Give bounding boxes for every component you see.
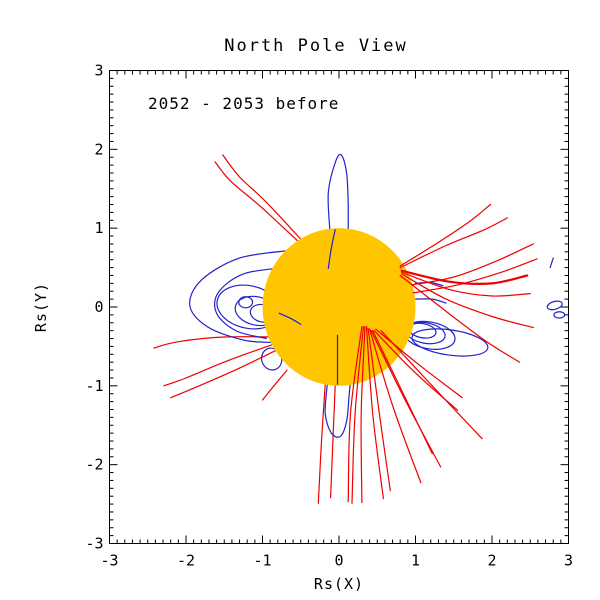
open-field-line — [365, 326, 384, 500]
x-tick-label: 3 — [564, 552, 573, 570]
y-tick-label: 2 — [94, 140, 103, 158]
open-field-line — [163, 342, 277, 387]
tick-labels: -3 -2 -1 0 1 2 3 -3 -2 -1 0 1 2 3 — [85, 62, 573, 570]
y-tick-label: -3 — [85, 535, 103, 553]
closed-field-line — [327, 229, 336, 269]
open-field-line — [261, 369, 288, 401]
y-axis-label: Rs(Y) — [32, 282, 50, 332]
closed-field-line — [549, 257, 554, 269]
open-field-line — [411, 243, 534, 286]
closed-field-line — [214, 267, 286, 340]
open-field-line — [399, 217, 508, 269]
field-lines-over-sun — [278, 203, 538, 504]
closed-field-line — [278, 312, 302, 325]
x-tick-label: -3 — [100, 552, 118, 570]
closed-field-line — [553, 311, 566, 319]
x-tick-label: -1 — [253, 552, 271, 570]
closed-field-line — [327, 153, 349, 231]
closed-field-line — [411, 328, 489, 357]
open-field-line — [399, 203, 492, 267]
closed-field-line — [189, 249, 293, 344]
closed-field-line — [324, 380, 352, 438]
open-field-line — [360, 326, 366, 504]
open-field-line — [401, 273, 534, 329]
open-field-line — [400, 269, 529, 285]
open-field-line — [370, 330, 442, 468]
x-tick-label: -2 — [177, 552, 195, 570]
closed-field-line — [546, 300, 563, 311]
y-tick-label: -1 — [85, 377, 103, 395]
plot-title: North Pole View — [224, 36, 408, 56]
open-field-line — [369, 328, 422, 484]
open-field-line — [399, 274, 521, 363]
open-field-line — [347, 326, 363, 503]
sun-disk — [262, 228, 416, 386]
open-field-line — [330, 385, 336, 499]
x-tick-label: 2 — [487, 552, 496, 570]
open-field-line — [170, 349, 279, 399]
field-lines-behind-sun — [153, 153, 566, 504]
annotation-label: 2052 - 2053 before — [148, 94, 339, 113]
open-field-line — [412, 258, 538, 294]
open-field-line — [222, 154, 302, 240]
y-tick-label: 1 — [94, 219, 103, 237]
y-tick-label: -2 — [85, 456, 103, 474]
open-field-line — [375, 328, 463, 399]
closed-field-line — [414, 298, 447, 304]
x-tick-label: 1 — [411, 552, 420, 570]
open-field-line — [372, 330, 433, 455]
y-tick-label: 3 — [94, 62, 103, 80]
open-field-line — [351, 326, 365, 504]
axes-frame-and-ticks — [109, 70, 569, 544]
y-tick-label: 0 — [94, 298, 103, 316]
open-field-line — [214, 161, 300, 243]
open-field-line — [401, 271, 531, 297]
x-axis-label: Rs(X) — [314, 575, 364, 593]
open-field-line — [153, 336, 279, 349]
closed-field-line — [414, 281, 444, 287]
closed-field-line — [238, 296, 254, 309]
x-tick-label: 0 — [334, 552, 343, 570]
open-field-line — [380, 330, 483, 440]
open-field-line — [317, 383, 326, 504]
open-field-line — [367, 327, 391, 492]
